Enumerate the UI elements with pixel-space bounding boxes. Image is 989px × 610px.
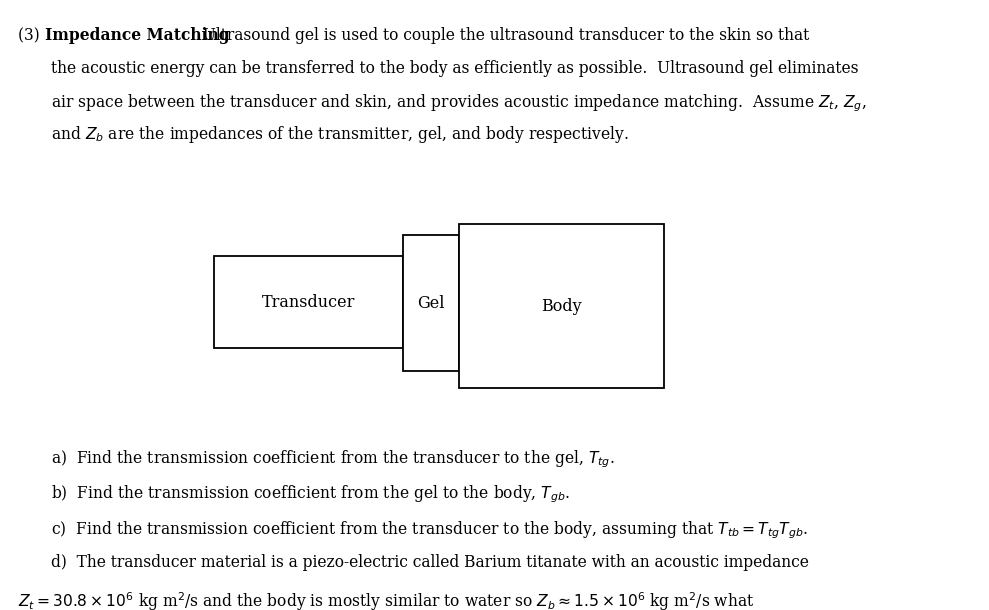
Text: Transducer: Transducer [262, 293, 355, 310]
Text: air space between the transducer and skin, and provides acoustic impedance match: air space between the transducer and ski… [51, 92, 867, 113]
Text: the acoustic energy can be transferred to the body as efficiently as possible.  : the acoustic energy can be transferred t… [51, 60, 858, 77]
Bar [214, 256, 404, 348]
Bar [404, 235, 459, 371]
Text: c)  Find the transmission coefficient from the transducer to the body, assuming : c) Find the transmission coefficient fro… [51, 519, 808, 540]
Bar [459, 224, 664, 388]
Text: (3): (3) [18, 27, 45, 45]
Text: Body: Body [541, 298, 582, 315]
Text: Gel: Gel [417, 295, 445, 312]
Text: Ultrasound gel is used to couple the ultrasound transducer to the skin so that: Ultrasound gel is used to couple the ult… [198, 27, 809, 45]
Text: $Z_t = 30.8 \times 10^6$ kg m$^2$/s and the body is mostly similar to water so $: $Z_t = 30.8 \times 10^6$ kg m$^2$/s and … [18, 590, 755, 610]
Text: d)  The transducer material is a piezo-electric called Barium titanate with an a: d) The transducer material is a piezo-el… [51, 554, 809, 572]
Text: b)  Find the transmission coefficient from the gel to the body, $T_{gb}$.: b) Find the transmission coefficient fro… [51, 484, 571, 505]
Text: Impedance Matching: Impedance Matching [45, 27, 230, 45]
Text: a)  Find the transmission coefficient from the transducer to the gel, $T_{tg}$.: a) Find the transmission coefficient fro… [51, 448, 615, 470]
Text: and $Z_b$ are the impedances of the transmitter, gel, and body respectively.: and $Z_b$ are the impedances of the tran… [51, 124, 629, 145]
